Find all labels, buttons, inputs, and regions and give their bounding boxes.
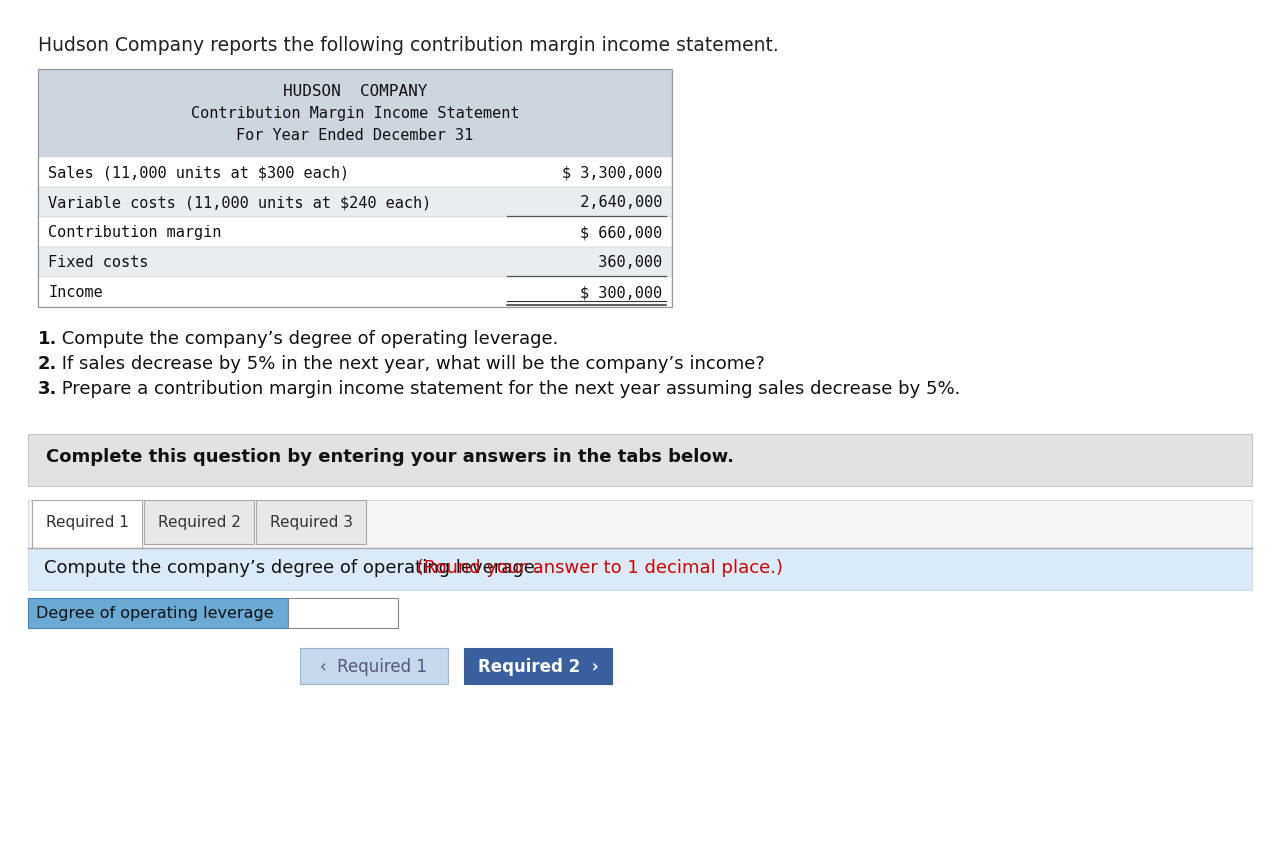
Text: Required 3: Required 3: [270, 514, 352, 530]
Text: (Round your answer to 1 decimal place.): (Round your answer to 1 decimal place.): [411, 559, 783, 577]
FancyBboxPatch shape: [38, 278, 672, 308]
Text: 1.: 1.: [38, 329, 58, 347]
Text: 360,000: 360,000: [580, 255, 662, 270]
Text: Prepare a contribution margin income statement for the next year assuming sales : Prepare a contribution margin income sta…: [56, 380, 960, 397]
FancyBboxPatch shape: [38, 188, 672, 218]
Text: Fixed costs: Fixed costs: [49, 255, 148, 270]
Text: Contribution margin: Contribution margin: [49, 224, 221, 240]
Text: Required 1: Required 1: [46, 514, 128, 530]
Text: Required 2: Required 2: [157, 514, 241, 530]
FancyBboxPatch shape: [38, 70, 672, 158]
Text: Variable costs (11,000 units at $240 each): Variable costs (11,000 units at $240 eac…: [49, 194, 431, 210]
Text: $ 300,000: $ 300,000: [580, 285, 662, 299]
Text: Contribution Margin Income Statement: Contribution Margin Income Statement: [191, 106, 520, 121]
Text: Compute the company’s degree of operating leverage.: Compute the company’s degree of operatin…: [56, 329, 558, 347]
Text: Compute the company’s degree of operating leverage.: Compute the company’s degree of operatin…: [44, 559, 540, 577]
FancyBboxPatch shape: [32, 501, 142, 548]
FancyBboxPatch shape: [38, 218, 672, 247]
FancyBboxPatch shape: [288, 598, 398, 629]
Text: Required 2  ›: Required 2 ›: [477, 657, 598, 676]
FancyBboxPatch shape: [28, 434, 1252, 486]
FancyBboxPatch shape: [300, 648, 448, 684]
Text: HUDSON  COMPANY: HUDSON COMPANY: [283, 84, 428, 99]
FancyBboxPatch shape: [256, 501, 366, 544]
Text: Income: Income: [49, 285, 102, 299]
Text: 2,640,000: 2,640,000: [562, 194, 662, 210]
Text: Complete this question by entering your answers in the tabs below.: Complete this question by entering your …: [46, 448, 733, 466]
Text: 2.: 2.: [38, 355, 58, 373]
Text: If sales decrease by 5% in the next year, what will be the company’s income?: If sales decrease by 5% in the next year…: [56, 355, 765, 373]
FancyBboxPatch shape: [143, 501, 253, 544]
Text: Degree of operating leverage: Degree of operating leverage: [36, 606, 274, 620]
Text: Hudson Company reports the following contribution margin income statement.: Hudson Company reports the following con…: [38, 36, 778, 55]
Text: 3.: 3.: [38, 380, 58, 397]
FancyBboxPatch shape: [28, 548, 1252, 590]
FancyBboxPatch shape: [28, 598, 288, 629]
Text: For Year Ended December 31: For Year Ended December 31: [237, 128, 474, 142]
Text: $ 660,000: $ 660,000: [580, 224, 662, 240]
FancyBboxPatch shape: [465, 648, 612, 684]
FancyBboxPatch shape: [38, 158, 672, 188]
Text: ‹  Required 1: ‹ Required 1: [320, 657, 428, 676]
FancyBboxPatch shape: [28, 501, 1252, 548]
FancyBboxPatch shape: [38, 247, 672, 278]
Text: Sales (11,000 units at $300 each): Sales (11,000 units at $300 each): [49, 165, 349, 180]
Text: $ 3,300,000: $ 3,300,000: [562, 165, 662, 180]
